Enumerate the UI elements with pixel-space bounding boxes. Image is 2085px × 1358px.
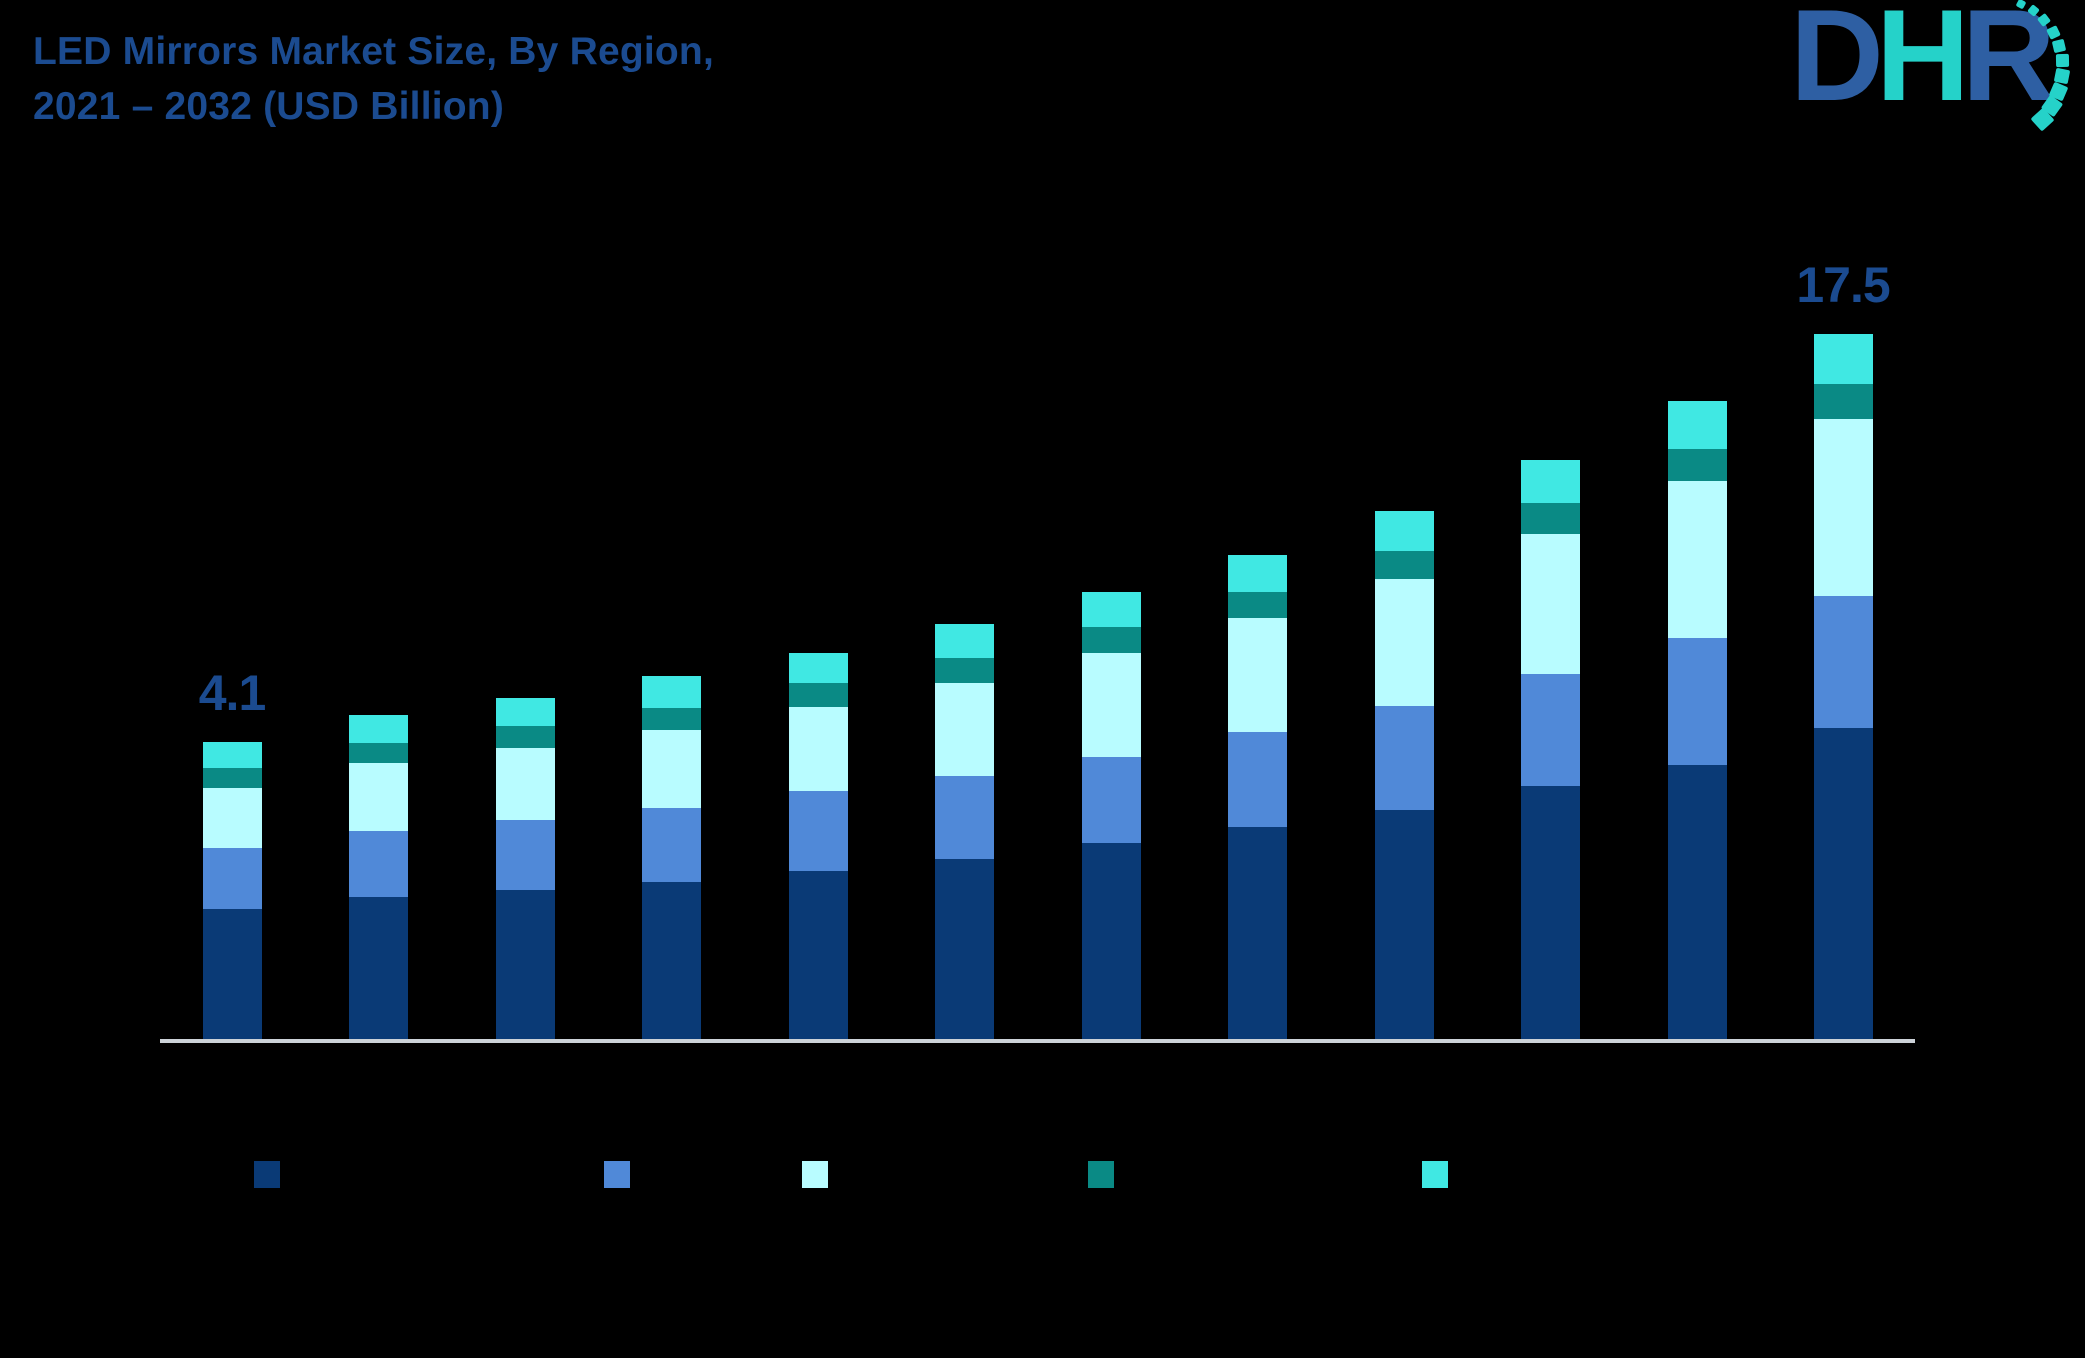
bar-segment [1521,674,1580,786]
logo-letter-r: R [1961,0,2056,128]
bar-2028 [1228,555,1287,1039]
bar-segment [935,624,994,658]
bar-segment [349,743,408,763]
logo-dash-icon [2045,24,2061,40]
bar-segment [789,871,848,1039]
bar-segment [1814,384,1873,419]
bar-segment [1228,827,1287,1039]
bar-segment [1521,460,1580,503]
dhr-logo: DHR [1790,0,2085,154]
chart-title-line1: LED Mirrors Market Size, By Region, [33,30,714,73]
logo-dash-icon [2055,54,2070,68]
bar-segment [935,776,994,859]
bar-segment [496,890,555,1039]
chart-title: LED Mirrors Market Size, By Region, 2021… [33,24,714,134]
bar-segment [642,808,701,882]
legend-swatch-5 [1422,1161,1448,1188]
bar-segment [1668,449,1727,481]
bar-segment [935,658,994,683]
bar-segment [203,848,262,909]
bar-segment [642,882,701,1039]
legend-swatch-1 [254,1161,280,1188]
bar-segment [203,768,262,788]
bar-segment [496,820,555,890]
bar-segment [1375,551,1434,579]
bar-segment [1375,579,1434,706]
bar-segment [1082,843,1141,1039]
bar-segment [349,831,408,897]
bar-segment [789,653,848,683]
bar-2026 [935,624,994,1039]
bar-segment [789,791,848,871]
logo-dash-icon [2052,38,2067,53]
bar-segment [1668,481,1727,638]
bar-segment [1668,765,1727,1039]
bar-segment [1228,732,1287,827]
bar-segment [1082,653,1141,757]
bar-segment [1082,627,1141,653]
bar-segment [1375,511,1434,551]
bar-segment [642,708,701,730]
bar-segment [203,742,262,768]
dhr-logo-text: DHR [1790,0,2056,120]
bar-segment [789,707,848,791]
bar-segment [789,683,848,707]
bar-value-label: 17.5 [1796,257,1890,313]
logo-letter-d: D [1790,0,1884,128]
bar-2030 [1521,460,1580,1039]
bar-segment [203,788,262,848]
bar-segment [1668,638,1727,765]
bar-segment [1082,757,1141,843]
legend-swatch-3 [802,1161,828,1188]
bar-segment [349,897,408,1039]
bar-segment [1521,503,1580,534]
bar-segment [496,748,555,820]
bar-segment [1228,618,1287,732]
bar-value-label: 4.1 [198,665,267,721]
bar-segment [1814,419,1873,596]
bar-segment [1375,810,1434,1039]
bar-segment [349,763,408,831]
bar-2022 [349,715,408,1039]
bar-2032 [1814,334,1873,1039]
bar-segment [935,859,994,1039]
bar-segment [203,909,262,1039]
bar-segment [1814,596,1873,728]
bar-2031 [1668,401,1727,1039]
bar-segment [1228,555,1287,592]
bar-segment [1521,534,1580,674]
bar-segment [1082,592,1141,627]
bar-segment [935,683,994,776]
bar-segment [1375,706,1434,810]
bar-2025 [789,653,848,1039]
x-axis-baseline [160,1039,1915,1043]
bar-segment [1814,728,1873,1039]
legend-swatch-4 [1088,1161,1114,1188]
logo-letter-h: H [1875,0,1970,128]
bar-segment [642,730,701,808]
bar-segment [496,698,555,726]
chart-title-line2: 2021 – 2032 (USD Billion) [33,85,505,128]
bar-segment [349,715,408,743]
bar-segment [1668,401,1727,449]
bar-2023 [496,698,555,1039]
bar-2027 [1082,592,1141,1039]
bar-2024 [642,676,701,1039]
bar-segment [1814,334,1873,384]
bar-segment [496,726,555,748]
legend-swatch-2 [604,1161,630,1188]
bar-segment [1521,786,1580,1039]
bar-2021 [203,742,262,1039]
bar-segment [642,676,701,708]
bar-segment [1228,592,1287,618]
bar-2029 [1375,511,1434,1039]
